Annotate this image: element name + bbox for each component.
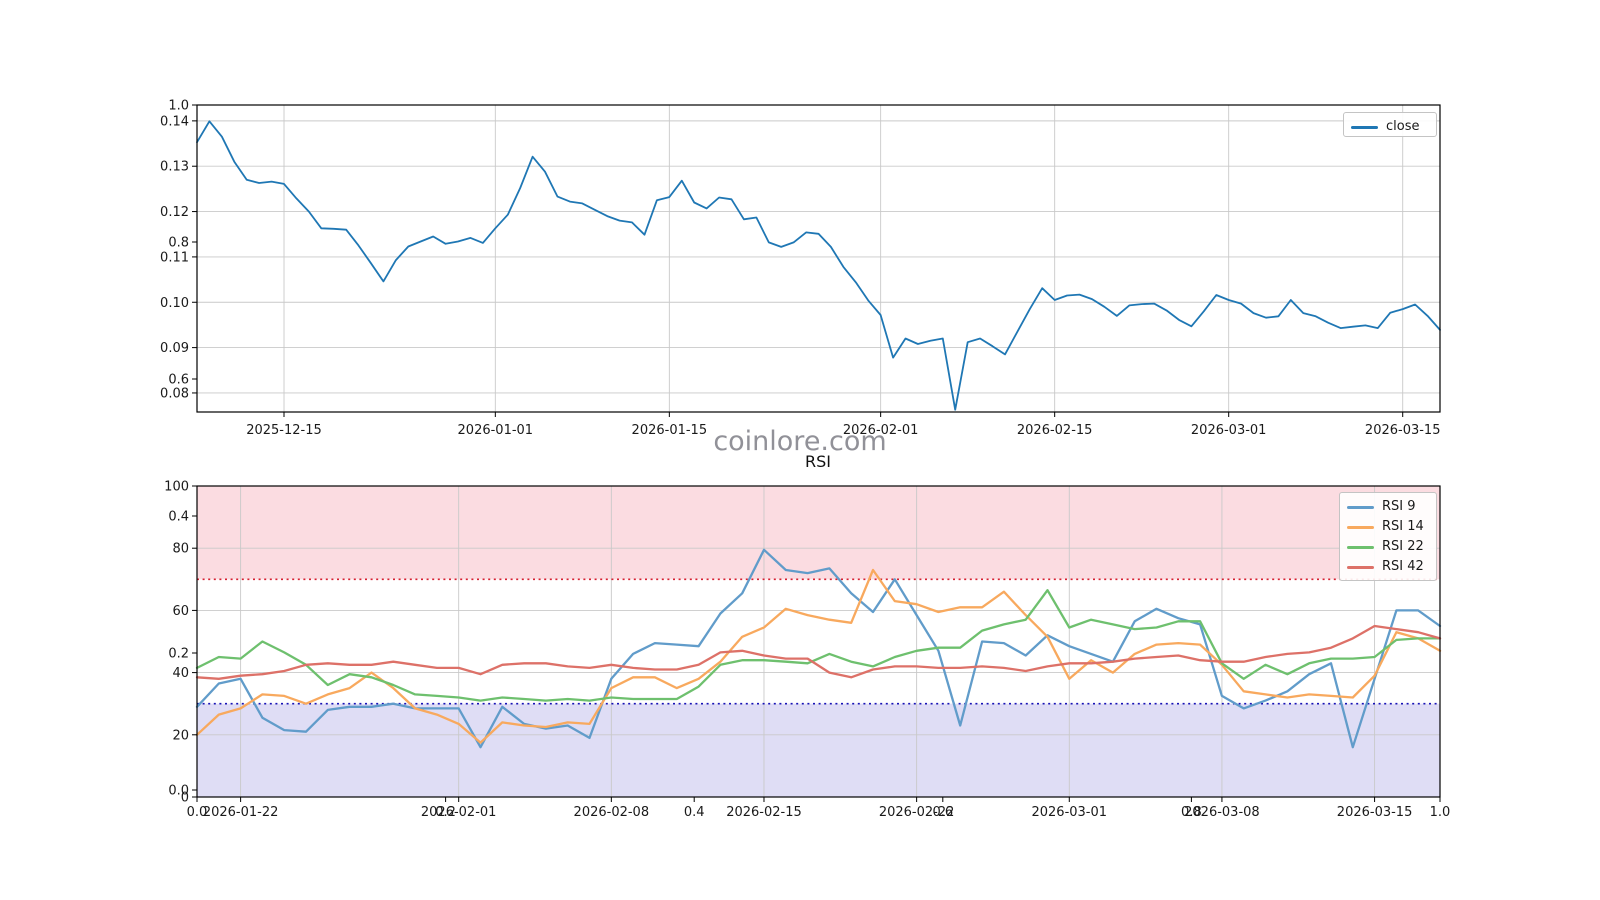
- close-line: [196, 120, 1441, 411]
- x-tick-label: 2026-02-15: [1017, 423, 1093, 438]
- rsi-14-line: [195, 568, 1442, 744]
- fraction-x-label: 0.4: [684, 805, 705, 820]
- legend-item-rsi-14: RSI 14: [1347, 517, 1428, 537]
- y-tick-label: 40: [172, 666, 189, 681]
- fraction-y-label: 1.0: [168, 99, 189, 114]
- y-tick-label: 20: [172, 728, 189, 743]
- x-tick-label: 2026-02-01: [843, 423, 919, 438]
- rsi-9-line: [195, 548, 1442, 749]
- x-tick-label: 2025-12-15: [246, 423, 322, 438]
- x-tick-label: 2026-03-08: [1184, 805, 1260, 820]
- rsi-14-swatch: [1347, 525, 1374, 529]
- y-tick-label: 0.08: [160, 386, 189, 401]
- rsi-22-line: [195, 589, 1442, 702]
- y-tick-label: 0.10: [160, 296, 189, 311]
- y-tick-label: 100: [164, 480, 189, 495]
- x-tick-label: 2026-03-01: [1031, 805, 1107, 820]
- y-tick-label: 0.11: [160, 250, 189, 265]
- plot-border: [196, 485, 1441, 798]
- x-tick-label: 2026-01-01: [458, 423, 534, 438]
- legend-label: RSI 42: [1382, 559, 1424, 574]
- fraction-y-label: 0.8: [168, 236, 189, 251]
- x-tick-label: 2026-03-15: [1337, 805, 1413, 820]
- y-tick-label: 0.14: [160, 114, 189, 129]
- y-tick-label: 0.09: [160, 341, 189, 356]
- fraction-y-label: 0.2: [168, 647, 189, 662]
- rsi-9-swatch: [1347, 505, 1374, 509]
- x-tick-label: 2026-02-01: [421, 805, 497, 820]
- fraction-x-label: 0.0: [187, 805, 208, 820]
- price-legend: close: [1343, 112, 1437, 137]
- legend-item-rsi-9: RSI 9: [1347, 497, 1428, 517]
- watermark: coinlore.com: [713, 426, 887, 457]
- y-tick-label: 0.12: [160, 205, 189, 220]
- legend-label: RSI 9: [1382, 499, 1416, 514]
- x-tick-label: 2026-01-22: [203, 805, 279, 820]
- legend-item-rsi-42: RSI 42: [1347, 557, 1428, 577]
- y-tick-label: 60: [172, 604, 189, 619]
- legend-item-rsi-22: RSI 22: [1347, 537, 1428, 557]
- rsi-legend: RSI 9 RSI 14 RSI 22 RSI 42: [1339, 492, 1437, 581]
- oversold-band: [197, 703, 1440, 797]
- rsi-chart-title: RSI: [805, 452, 831, 471]
- fraction-y-label: 0.6: [168, 373, 189, 388]
- fraction-x-label: 1.0: [1430, 805, 1451, 820]
- x-tick-label: 2026-01-15: [632, 423, 708, 438]
- close-line-swatch: [1351, 125, 1378, 129]
- overbought-band: [197, 486, 1440, 580]
- fraction-x-label: 0.6: [932, 805, 953, 820]
- x-tick-label: 2026-02-15: [726, 805, 802, 820]
- rsi-42-line: [195, 624, 1442, 680]
- plot-border: [196, 104, 1441, 413]
- y-tick-label: 0: [181, 791, 189, 806]
- y-tick-label: 80: [172, 542, 189, 557]
- y-tick-label: 0.13: [160, 160, 189, 175]
- x-tick-label: 2026-03-15: [1365, 423, 1441, 438]
- legend-label: RSI 14: [1382, 519, 1424, 534]
- legend-label: close: [1386, 119, 1420, 134]
- fraction-y-label: 0.4: [168, 510, 189, 525]
- fraction-x-label: 0.2: [435, 805, 456, 820]
- x-tick-label: 2026-02-22: [879, 805, 955, 820]
- x-tick-label: 2026-02-08: [574, 805, 650, 820]
- legend-label: RSI 22: [1382, 539, 1424, 554]
- fraction-y-label: 0.0: [168, 784, 189, 799]
- legend-item-close: close: [1351, 117, 1428, 137]
- rsi-42-swatch: [1347, 565, 1374, 569]
- fraction-x-label: 0.8: [1181, 805, 1202, 820]
- rsi-22-swatch: [1347, 545, 1374, 549]
- x-tick-label: 2026-03-01: [1191, 423, 1267, 438]
